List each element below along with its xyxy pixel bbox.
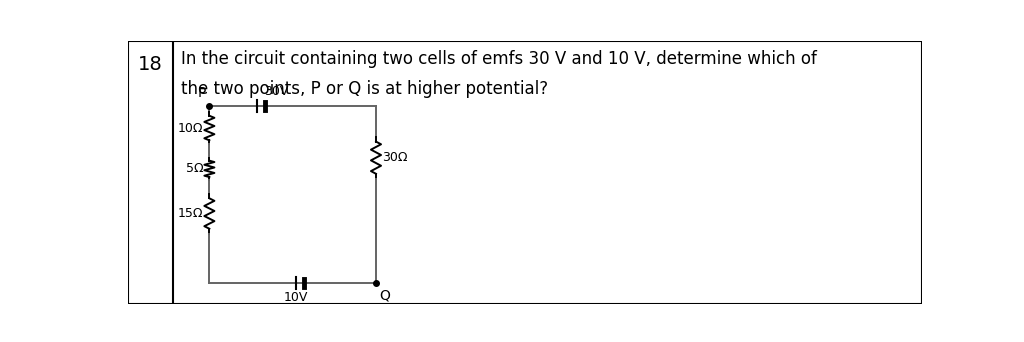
- Text: 5Ω: 5Ω: [185, 162, 203, 175]
- Text: 30V: 30V: [264, 85, 289, 98]
- Text: 18: 18: [138, 55, 163, 74]
- Text: 10V: 10V: [284, 290, 308, 303]
- Text: 15Ω: 15Ω: [178, 207, 203, 220]
- Text: Q: Q: [379, 288, 390, 302]
- Text: the two points, P or Q is at higher potential?: the two points, P or Q is at higher pote…: [180, 80, 548, 97]
- Text: 10Ω: 10Ω: [178, 121, 203, 134]
- Text: P: P: [198, 86, 206, 100]
- Text: In the circuit containing two cells of emfs 30 V and 10 V, determine which of: In the circuit containing two cells of e…: [180, 50, 816, 68]
- Text: 30Ω: 30Ω: [382, 151, 408, 164]
